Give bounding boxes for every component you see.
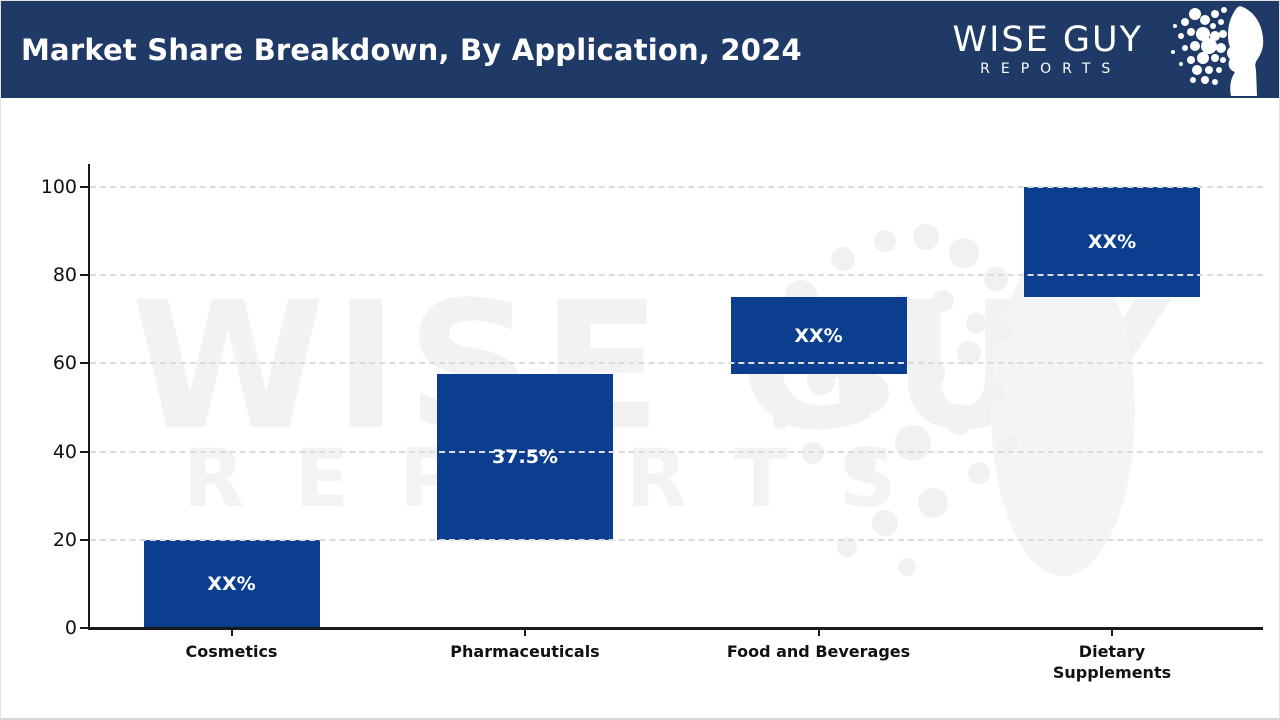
bar-dietary	[1024, 187, 1200, 298]
logo-dots-face-icon	[1171, 5, 1264, 96]
header-bar: Market Share Breakdown, By Application, …	[1, 1, 1279, 98]
brand-logo: WISE GUY REPORTS	[952, 4, 1267, 96]
x-axis-tick	[524, 628, 526, 636]
x-axis-line	[88, 627, 1263, 630]
y-axis-tick	[80, 186, 88, 188]
x-axis-tick	[230, 628, 233, 636]
gridline-y-60	[90, 362, 1263, 365]
page-title: Market Share Breakdown, By Application, …	[21, 32, 802, 67]
gridline-y-80	[90, 274, 1263, 277]
x-axis-tick	[1111, 628, 1113, 636]
y-axis-tick-label: 40	[52, 440, 77, 463]
y-axis-tick-label: 100	[40, 176, 77, 198]
y-axis-tick	[80, 627, 88, 629]
bar-food-and-beverages	[730, 297, 907, 375]
y-axis-tick	[80, 274, 88, 277]
x-axis-category-label: Cosmetics	[185, 642, 278, 661]
logo-text: WISE GUY REPORTS	[952, 19, 1143, 77]
x-axis-category-label: Pharmaceuticals	[450, 642, 600, 661]
bar-value-label: XX%	[1087, 231, 1137, 254]
bar-value-label: 37.5%	[492, 446, 558, 469]
logo-wordmark: WISE GUY	[952, 19, 1143, 60]
y-axis-tick	[80, 450, 88, 453]
y-axis-tick-label: 60	[52, 352, 77, 375]
gridline-y-40	[90, 450, 1263, 453]
bar-value-label: XX%	[794, 324, 843, 347]
bar-cosmetics	[143, 539, 320, 628]
x-axis-category-label: Dietary Supplements	[1052, 642, 1172, 682]
bar-value-label: XX%	[207, 572, 256, 595]
y-axis-tick	[80, 538, 88, 541]
bar-pharmaceuticals	[437, 374, 613, 540]
y-axis-tick-label: 0	[64, 617, 77, 639]
gridline-y-100	[90, 186, 1263, 188]
y-axis-tick	[80, 362, 88, 365]
x-axis-tick	[817, 628, 820, 636]
logo-subtitle: REPORTS	[980, 60, 1122, 77]
gridline-y-20	[90, 538, 1263, 541]
x-axis-category-label: Food and Beverages	[726, 642, 911, 661]
y-axis-tick-label: 80	[52, 264, 77, 287]
y-axis-line	[88, 164, 90, 630]
y-axis-tick-label: 20	[52, 528, 77, 551]
